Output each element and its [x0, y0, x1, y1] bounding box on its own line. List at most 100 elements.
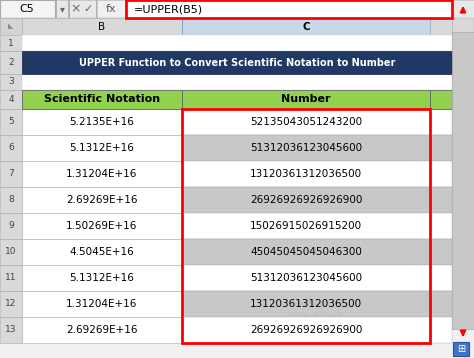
Bar [0, 109, 22, 135]
Bar [0, 74, 22, 90]
Bar [182, 109, 430, 343]
Bar [182, 187, 430, 213]
Bar [430, 317, 452, 343]
Text: 51312036123045600: 51312036123045600 [250, 143, 362, 153]
Bar [0, 265, 22, 291]
Text: =UPPER(B5): =UPPER(B5) [134, 4, 203, 14]
Bar [430, 239, 452, 265]
Bar [182, 90, 430, 109]
Bar [0, 213, 22, 239]
Bar [182, 239, 430, 265]
Bar [22, 90, 182, 109]
Text: B: B [99, 21, 106, 32]
Bar [430, 213, 452, 239]
Text: 5.1312E+16: 5.1312E+16 [70, 143, 135, 153]
Bar [0, 317, 22, 343]
Bar [430, 90, 452, 109]
Text: 1.31204E+16: 1.31204E+16 [66, 169, 137, 179]
Text: 26926926926926900: 26926926926926900 [250, 195, 362, 205]
Bar [430, 135, 452, 161]
Bar [55, 0, 56, 18]
Bar [182, 18, 430, 35]
Bar [0, 35, 474, 51]
Text: 4: 4 [8, 95, 14, 104]
Text: UPPER Function to Convert Scientific Notation to Number: UPPER Function to Convert Scientific Not… [79, 58, 395, 68]
Text: 15026915026915200: 15026915026915200 [250, 221, 362, 231]
Text: 1.31204E+16: 1.31204E+16 [66, 299, 137, 309]
Text: 12: 12 [5, 300, 17, 309]
Bar [430, 291, 452, 317]
Text: 3: 3 [8, 77, 14, 87]
Bar [22, 265, 182, 291]
Text: 13: 13 [5, 325, 17, 334]
Bar [430, 161, 452, 187]
Text: 5.2135E+16: 5.2135E+16 [70, 117, 135, 127]
Bar [22, 291, 182, 317]
Text: 6: 6 [8, 144, 14, 153]
Text: 2.69269E+16: 2.69269E+16 [66, 325, 138, 335]
Text: 2.69269E+16: 2.69269E+16 [66, 195, 138, 205]
Text: 13120361312036500: 13120361312036500 [250, 299, 362, 309]
Text: ◣: ◣ [9, 24, 14, 29]
Bar [430, 187, 452, 213]
Text: 13120361312036500: 13120361312036500 [250, 169, 362, 179]
Bar [182, 213, 430, 239]
Text: 1: 1 [8, 39, 14, 48]
Bar [68, 0, 69, 18]
Bar [22, 18, 182, 35]
Text: C: C [302, 21, 310, 32]
Bar [0, 18, 474, 35]
Text: fx: fx [106, 4, 116, 14]
Text: ▾: ▾ [60, 4, 64, 14]
Text: 2: 2 [8, 58, 14, 67]
Bar [452, 32, 474, 329]
Text: 52135043051243200: 52135043051243200 [250, 117, 362, 127]
Bar [97, 0, 125, 18]
Bar [182, 135, 430, 161]
Text: exceldemy: exceldemy [295, 299, 337, 308]
Text: 5.1312E+16: 5.1312E+16 [70, 273, 135, 283]
Text: Scientific Notation: Scientific Notation [44, 95, 160, 105]
Bar [126, 0, 452, 18]
Text: 4.5045E+16: 4.5045E+16 [70, 247, 134, 257]
Text: 7: 7 [8, 169, 14, 179]
Bar [22, 317, 182, 343]
Text: 10: 10 [5, 247, 17, 256]
Bar [0, 291, 22, 317]
Bar [22, 213, 182, 239]
Text: 51312036123045600: 51312036123045600 [250, 273, 362, 283]
Bar [430, 18, 452, 35]
Bar [125, 0, 126, 18]
Bar [0, 35, 22, 51]
Text: 45045045045046300: 45045045045046300 [250, 247, 362, 257]
Text: 1.50269E+16: 1.50269E+16 [66, 221, 137, 231]
Bar [22, 135, 182, 161]
Text: 8: 8 [8, 195, 14, 204]
Text: ✓: ✓ [83, 4, 93, 14]
Bar [453, 342, 469, 356]
Bar [22, 187, 182, 213]
Bar [0, 187, 22, 213]
Bar [22, 35, 452, 51]
Bar [0, 135, 22, 161]
Bar [182, 109, 430, 135]
Bar [96, 0, 97, 18]
Text: ⊞: ⊞ [457, 344, 465, 354]
Bar [0, 0, 55, 18]
Text: 5: 5 [8, 117, 14, 126]
Bar [182, 161, 430, 187]
Bar [182, 265, 430, 291]
Bar [22, 161, 182, 187]
Text: C5: C5 [19, 4, 35, 14]
Text: Number: Number [281, 95, 331, 105]
Bar [22, 109, 182, 135]
Text: EXCEL · DATA · BI: EXCEL · DATA · BI [289, 313, 343, 318]
Bar [0, 0, 474, 18]
Bar [430, 109, 452, 135]
Bar [182, 317, 430, 343]
Bar [22, 239, 182, 265]
Text: 9: 9 [8, 222, 14, 231]
Text: 26926926926926900: 26926926926926900 [250, 325, 362, 335]
Bar [22, 74, 452, 90]
Bar [22, 51, 452, 74]
